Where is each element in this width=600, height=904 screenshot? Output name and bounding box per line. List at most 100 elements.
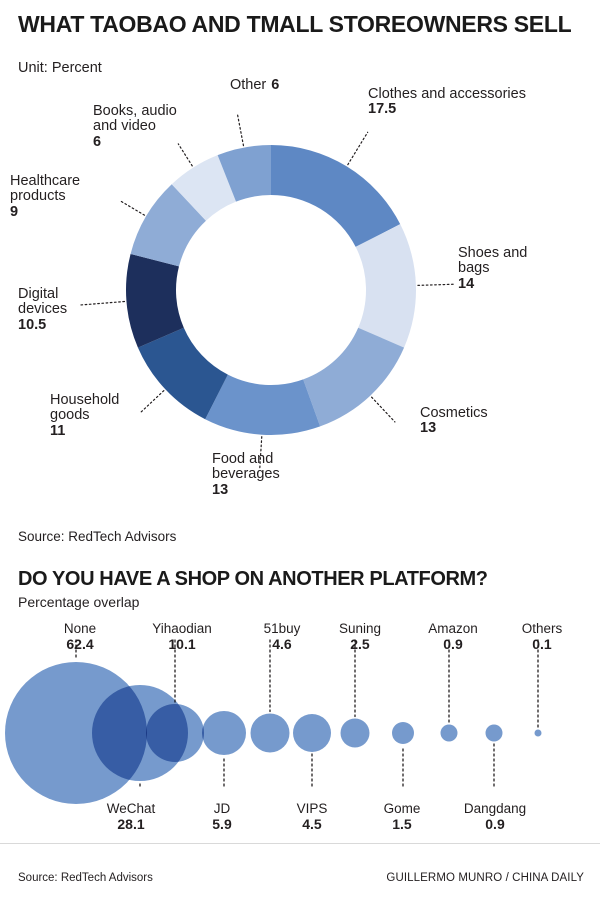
donut-leader-line bbox=[417, 283, 455, 286]
bubble-circle bbox=[293, 714, 331, 752]
bubble-label-name: Suning bbox=[338, 621, 382, 636]
donut-label: Shoes and bags 14 bbox=[458, 245, 528, 292]
bubble-circle bbox=[340, 718, 370, 748]
bubble-circle bbox=[146, 704, 204, 762]
bubble-label: None 62.4 bbox=[63, 621, 97, 652]
bubble-label-name: Yihaodian bbox=[152, 621, 212, 636]
bubble-circle bbox=[485, 724, 503, 742]
donut-label-value: 13 bbox=[420, 420, 437, 437]
donut-leader-line bbox=[347, 131, 369, 166]
bubble-label: Yihaodian 10.1 bbox=[152, 621, 212, 652]
bubble-label-value: 28.1 bbox=[117, 815, 145, 832]
donut-label-name: Digital devices bbox=[18, 286, 68, 318]
bubble-circle bbox=[440, 724, 458, 742]
donut-label-value: 6 bbox=[271, 77, 280, 93]
page-title: What Taobao and Tmall storeowners sell bbox=[18, 11, 572, 37]
bubble-label: Dangdang 0.9 bbox=[463, 801, 527, 832]
donut-label: Healthcare products 9 bbox=[10, 173, 81, 220]
donut-label-name: Food and beverages bbox=[212, 451, 280, 483]
bubble-label-name: WeChat bbox=[106, 801, 156, 816]
bubble-label: Suning 2.5 bbox=[338, 621, 382, 652]
donut-label: Household goods 11 bbox=[50, 392, 120, 439]
bubble-label-value: 1.5 bbox=[392, 815, 412, 832]
donut-label: Clothes and accessories 17.5 bbox=[368, 86, 526, 118]
bubble-label-value: 0.1 bbox=[532, 635, 552, 652]
donut-label-value: 17.5 bbox=[368, 101, 397, 118]
donut-label-name: Clothes and accessories bbox=[368, 86, 526, 102]
bubble-label-value: 0.9 bbox=[443, 635, 463, 652]
bubble-label-value: 4.6 bbox=[272, 635, 292, 652]
bubble-group bbox=[5, 639, 542, 804]
donut-label-name: Household goods bbox=[50, 392, 120, 424]
donut-label-name: Healthcare products bbox=[10, 173, 81, 205]
donut-label: Food and beverages 13 bbox=[212, 451, 280, 498]
donut-leader-line bbox=[236, 113, 245, 147]
donut-chart: Clothes and accessories 17.5 Shoes and bag… bbox=[0, 77, 600, 510]
bubble-label-name: 51buy bbox=[263, 621, 301, 636]
donut-label: Books, audio and video 6 bbox=[93, 103, 177, 150]
bubble-label-name: Others bbox=[521, 621, 563, 636]
bubble-circle bbox=[250, 713, 290, 753]
donut-label-value: 9 bbox=[10, 203, 19, 220]
bubble-label: VIPS 4.5 bbox=[296, 801, 328, 832]
bubble-label-value: 5.9 bbox=[212, 815, 232, 832]
donut-label: Digital devices 10.5 bbox=[18, 286, 68, 333]
bubble-label: 51buy 4.6 bbox=[263, 621, 301, 652]
donut-leader-line bbox=[139, 390, 165, 414]
chart1-source: Source: RedTech Advisors bbox=[18, 529, 177, 544]
bubble-label-name: VIPS bbox=[296, 801, 328, 816]
donut-slice bbox=[217, 145, 271, 202]
bubble-label-value: 62.4 bbox=[66, 635, 94, 652]
donut-label-name: Shoes and bags bbox=[458, 245, 528, 277]
donut-leader-line bbox=[177, 143, 193, 167]
bubble-label-name: JD bbox=[213, 801, 231, 816]
bubble-label-value: 4.5 bbox=[302, 815, 322, 832]
bubble-circle bbox=[202, 711, 246, 755]
donut-slice bbox=[271, 145, 401, 247]
bubble-label-name: None bbox=[63, 621, 97, 636]
bubble-chart: None 62.4 WeChat 28.1 Yihaodian 10.1 JD 5.9 51bu… bbox=[0, 610, 600, 845]
donut-slice bbox=[303, 327, 405, 427]
donut-label-value: 13 bbox=[212, 481, 229, 498]
donut-slice bbox=[126, 253, 184, 348]
donut-slice bbox=[205, 374, 321, 435]
donut-label-name: Other bbox=[230, 77, 267, 93]
chart1-unit-label: Unit: Percent bbox=[18, 60, 102, 76]
donut-label-value: 11 bbox=[50, 422, 66, 439]
donut-label-name: Books, audio and video bbox=[93, 103, 177, 135]
chart2-source: Source: RedTech Advisors bbox=[18, 872, 153, 884]
bubble-label-name: Gome bbox=[383, 801, 421, 816]
donut-leader-line bbox=[119, 200, 146, 216]
bubble-label-value: 0.9 bbox=[485, 815, 505, 832]
bubble-circle bbox=[392, 722, 414, 744]
donut-label-value: 6 bbox=[93, 133, 102, 150]
footer-divider bbox=[0, 843, 600, 844]
bubble-label-name: Dangdang bbox=[463, 801, 527, 816]
donut-chart-svg bbox=[77, 113, 455, 470]
bubble-label-value: 2.5 bbox=[350, 635, 370, 652]
credit-line: GUILLERMO MUNRO / CHINA DAILY bbox=[386, 872, 584, 884]
donut-label: Other 6 bbox=[230, 77, 280, 93]
bubble-label: JD 5.9 bbox=[212, 801, 232, 832]
bubble-label-value: 10.1 bbox=[168, 635, 196, 652]
donut-leader-line bbox=[259, 436, 263, 470]
bubble-circle bbox=[534, 729, 542, 737]
section2-subtitle: Percentage overlap bbox=[18, 594, 140, 610]
donut-label-name: Cosmetics bbox=[420, 405, 488, 421]
donut-label-value: 10.5 bbox=[18, 316, 47, 333]
donut-leader-line bbox=[77, 300, 126, 306]
bubble-chart-svg bbox=[5, 639, 542, 804]
donut-slice bbox=[171, 155, 237, 221]
bubble-label: WeChat 28.1 bbox=[106, 801, 156, 832]
section2-title: Do you have a shop on another platform? bbox=[18, 568, 488, 590]
bubble-label: Others 0.1 bbox=[521, 621, 563, 652]
donut-leader-line bbox=[371, 396, 396, 423]
bubble-label: Amazon 0.9 bbox=[428, 621, 478, 652]
donut-label: Cosmetics 13 bbox=[420, 405, 488, 437]
donut-label-value: 14 bbox=[458, 275, 475, 292]
donut-slice bbox=[137, 327, 228, 420]
donut-slice bbox=[130, 184, 206, 267]
bubble-label-name: Amazon bbox=[428, 621, 478, 636]
donut-slice bbox=[355, 224, 417, 348]
bubble-label: Gome 1.5 bbox=[383, 801, 421, 832]
